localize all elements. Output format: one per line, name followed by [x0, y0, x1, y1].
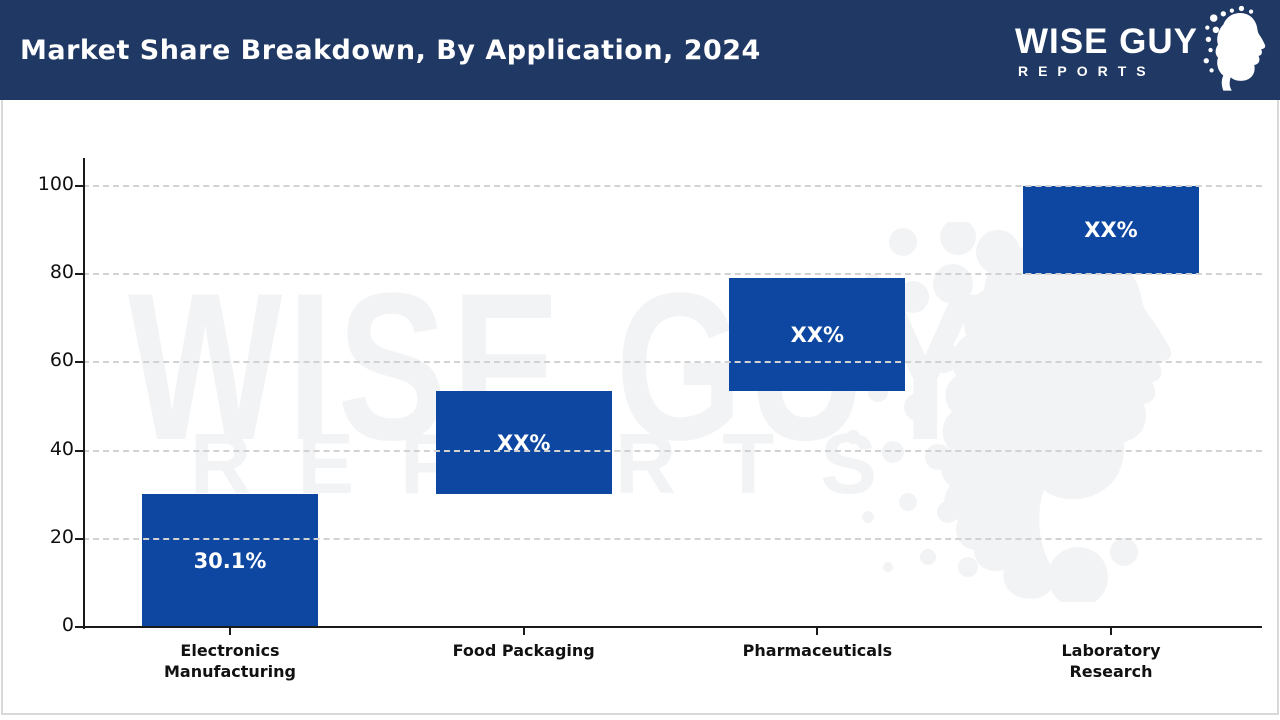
header-bar: Market Share Breakdown, By Application, …	[0, 0, 1280, 100]
gridline-20	[83, 537, 1262, 540]
x-tick-mark-1	[522, 628, 525, 635]
page-title: Market Share Breakdown, By Application, …	[20, 34, 761, 66]
y-tick-label-60: 60	[49, 349, 74, 372]
y-tick-mark-20	[75, 537, 83, 540]
x-tick-mark-0	[229, 628, 231, 635]
y-tick-mark-0	[75, 626, 83, 628]
y-axis-line	[83, 158, 85, 629]
gridline-40	[83, 449, 1262, 452]
gridline-60	[83, 361, 1262, 364]
bar-value-label: 30.1%	[193, 548, 267, 573]
gridline-80	[83, 273, 1262, 276]
y-tick-mark-40	[75, 449, 83, 452]
brand-logo-line2: REPORTS	[1017, 63, 1156, 79]
bar-electronics-manufacturing: 30.1%	[142, 494, 318, 627]
chart-card-border	[1, 100, 1279, 715]
y-tick-mark-60	[75, 361, 83, 364]
y-tick-label-0: 0	[61, 614, 74, 636]
bar-pharmaceuticals: XX%	[729, 278, 906, 392]
dotted-head-icon	[1202, 5, 1266, 96]
y-tick-label-100: 100	[37, 173, 74, 195]
x-axis-label-laboratory-research: Laboratory Research	[1061, 641, 1161, 681]
bar-food-packaging: XX%	[435, 391, 612, 495]
y-tick-label-20: 20	[49, 525, 74, 548]
x-tick-mark-3	[1110, 628, 1112, 635]
x-axis-label-electronics-manufacturing: Electronics Manufacturing	[164, 641, 296, 681]
gridline-100	[83, 185, 1262, 187]
bar-laboratory-research: XX%	[1023, 186, 1199, 275]
x-axis-label-pharmaceuticals: Pharmaceuticals	[742, 641, 893, 660]
y-tick-mark-100	[75, 185, 83, 187]
brand-logo-text: WISE GUY REPORTS	[1014, 22, 1198, 80]
brand-logo-line1: WISE GUY	[1014, 22, 1198, 61]
x-tick-mark-2	[816, 628, 819, 635]
y-tick-label-40: 40	[49, 437, 74, 460]
y-tick-label-80: 80	[49, 261, 74, 284]
x-axis-label-food-packaging: Food Packaging	[452, 641, 595, 660]
x-axis-line	[83, 626, 1262, 628]
bar-value-label: XX%	[790, 322, 845, 347]
y-tick-mark-80	[75, 273, 83, 276]
bar-value-label: XX%	[1084, 218, 1138, 243]
brand-logo: WISE GUY REPORTS	[1014, 5, 1266, 96]
